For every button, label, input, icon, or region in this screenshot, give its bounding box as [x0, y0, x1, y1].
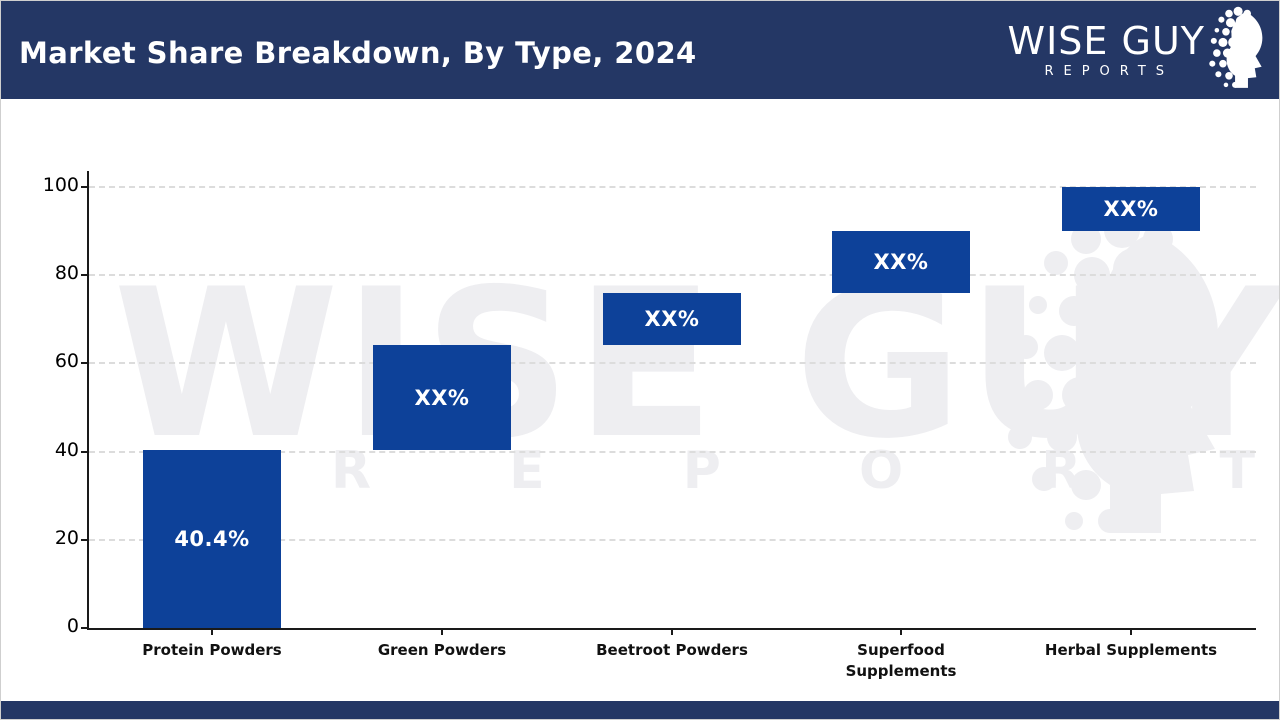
y-axis-tick [81, 627, 89, 629]
watermark-head-icon [1008, 212, 1218, 533]
gridline [89, 186, 1256, 188]
y-axis-tick [81, 362, 89, 365]
gridline [89, 450, 1256, 453]
x-axis-tick [900, 628, 902, 635]
header-bar: Market Share Breakdown, By Type, 2024 WI… [1, 1, 1279, 99]
x-axis-tick [671, 628, 673, 635]
y-axis-tick [81, 538, 89, 541]
waterfall-bar: XX% [832, 231, 970, 294]
wise-guy-reports-logo: WISE GUY REPORTS [1008, 6, 1267, 94]
x-axis-line [87, 628, 1256, 630]
waterfall-bar: XX% [603, 293, 741, 346]
y-axis-tick-label: 100 [42, 174, 79, 196]
waterfall-bar: XX% [373, 345, 511, 450]
waterfall-bar: XX% [1062, 187, 1200, 232]
logo-wordmark: WISE GUY [1007, 19, 1205, 63]
x-axis-tick [441, 628, 443, 635]
y-axis-tick [81, 186, 89, 188]
bar-value-label: XX% [414, 385, 470, 410]
x-axis-category-label: Herbal Supplements [1044, 641, 1218, 659]
y-axis-tick [81, 450, 89, 453]
y-axis-tick-label: 60 [54, 350, 79, 373]
x-axis-tick [211, 628, 213, 635]
y-axis-tick-label: 80 [54, 262, 79, 285]
y-axis-tick-label: 40 [54, 438, 79, 461]
chart-title: Market Share Breakdown, By Type, 2024 [19, 36, 697, 70]
gridline [89, 362, 1256, 365]
footer-bar [1, 701, 1279, 719]
bar-value-label: XX% [873, 250, 929, 275]
gridline [89, 274, 1256, 277]
bar-value-label: XX% [644, 307, 700, 332]
waterfall-bar: 40.4% [143, 449, 281, 628]
bar-value-label: XX% [1103, 197, 1159, 222]
y-axis-tick-label: 0 [66, 615, 79, 637]
gridline [89, 538, 1256, 541]
x-axis-category-label: Beetroot Powders [596, 641, 748, 659]
logo-subtitle: REPORTS [1044, 64, 1175, 79]
x-axis-category-label: Superfood Supplements [845, 641, 957, 680]
y-axis-tick [81, 274, 89, 277]
bar-value-label: 40.4% [174, 526, 250, 551]
x-axis-tick [1130, 628, 1132, 635]
x-axis-category-label: Protein Powders [142, 641, 282, 659]
y-axis-tick-label: 20 [54, 526, 79, 549]
x-axis-category-label: Green Powders [377, 641, 507, 659]
y-axis-line [87, 171, 89, 630]
